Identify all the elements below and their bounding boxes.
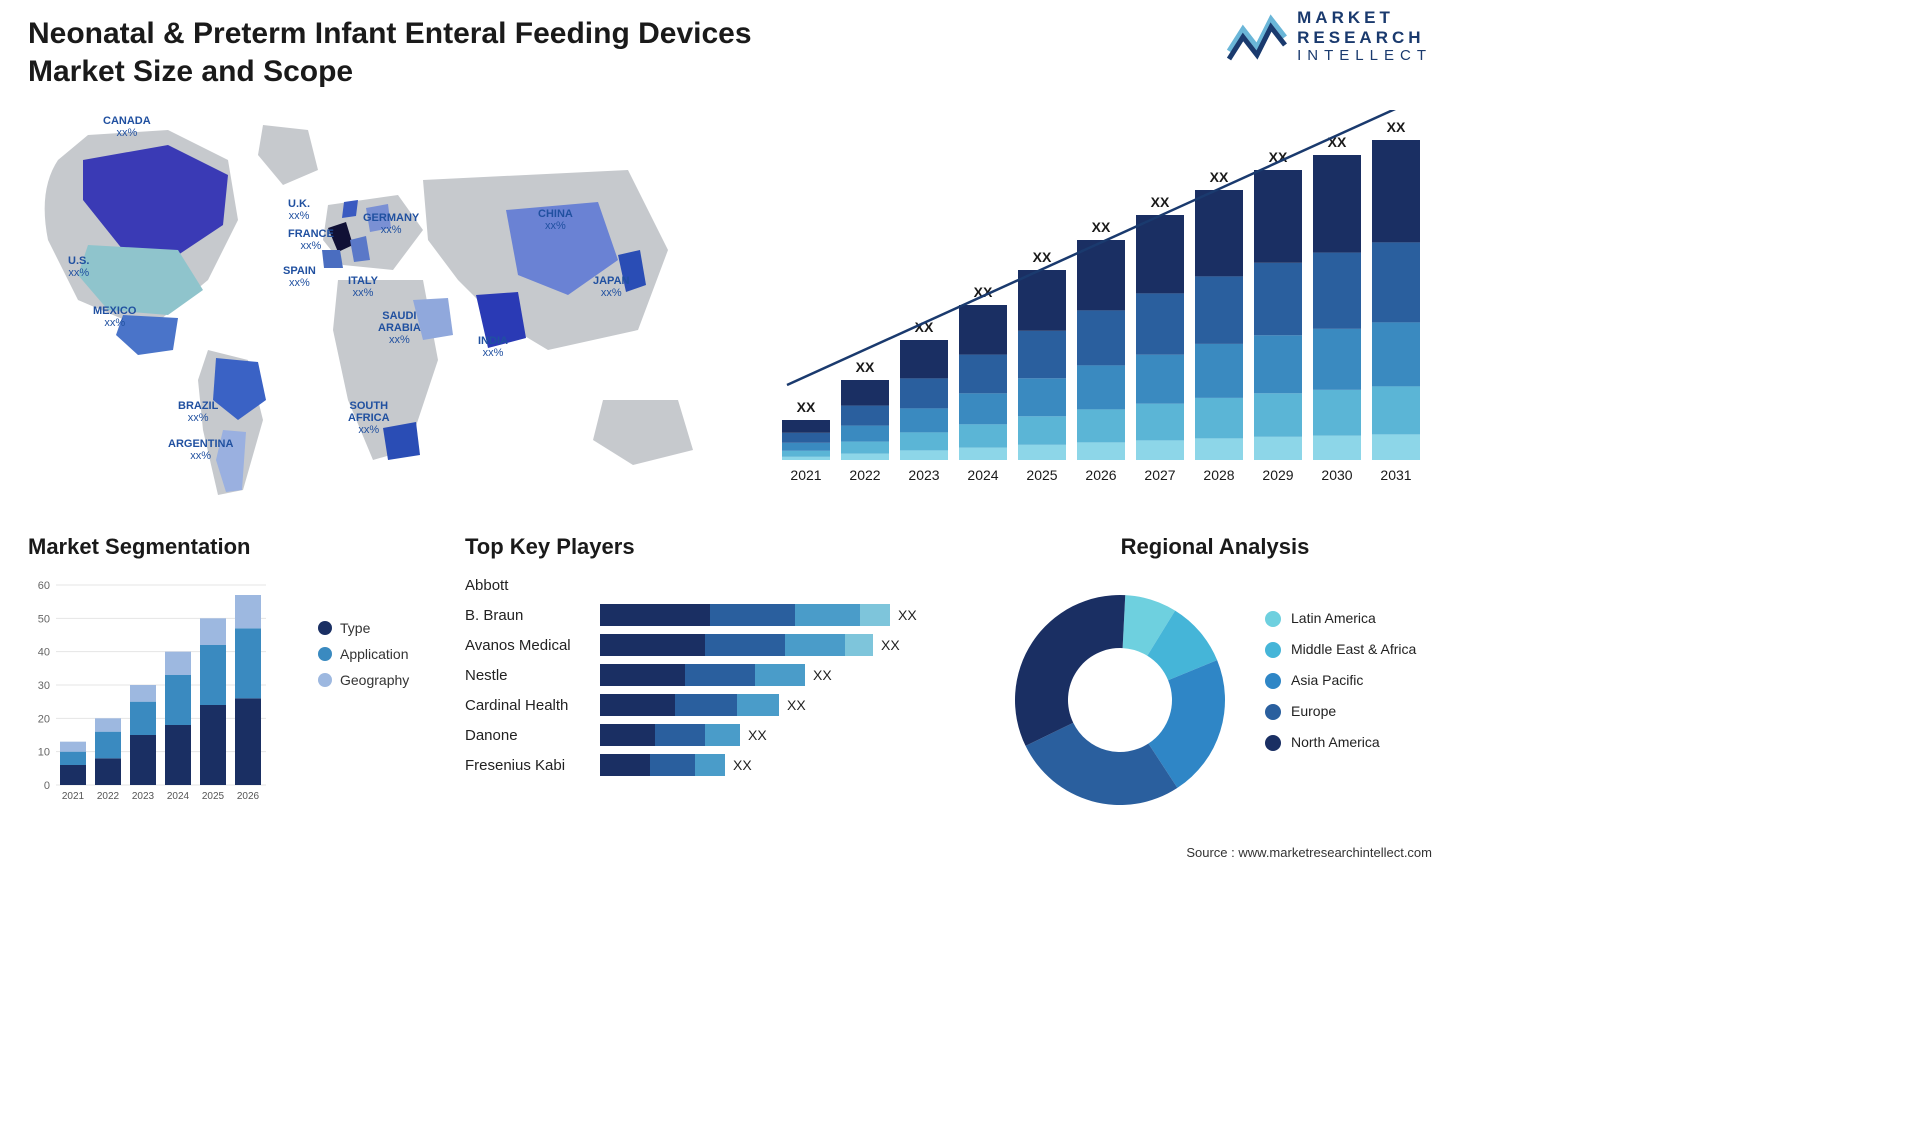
regional-section: Regional Analysis Latin America Middle Ea… bbox=[1000, 534, 1430, 830]
svg-text:2021: 2021 bbox=[790, 467, 821, 483]
legend-item: Geography bbox=[318, 672, 409, 688]
svg-text:XX: XX bbox=[1151, 194, 1170, 210]
region-legend-item: North America bbox=[1265, 734, 1430, 751]
svg-text:2026: 2026 bbox=[1085, 467, 1116, 483]
svg-text:XX: XX bbox=[1387, 119, 1406, 135]
player-row: B. Braun XX bbox=[465, 600, 965, 630]
segmentation-title: Market Segmentation bbox=[28, 534, 428, 560]
player-value: XX bbox=[881, 637, 900, 653]
map-label: BRAZILxx% bbox=[178, 400, 218, 424]
player-value: XX bbox=[748, 727, 767, 743]
logo-line3: INTELLECT bbox=[1297, 47, 1432, 64]
player-name: Fresenius Kabi bbox=[465, 757, 600, 774]
map-label: CANADAxx% bbox=[103, 115, 151, 139]
region-legend-item: Asia Pacific bbox=[1265, 672, 1430, 689]
logo-line1: MARKET bbox=[1297, 8, 1432, 28]
player-value: XX bbox=[898, 607, 917, 623]
logo-icon bbox=[1227, 9, 1287, 63]
player-row: Avanos Medical XX bbox=[465, 630, 965, 660]
svg-text:XX: XX bbox=[856, 359, 875, 375]
player-row: Fresenius Kabi XX bbox=[465, 750, 965, 780]
player-name: Abbott bbox=[465, 577, 600, 594]
legend-item: Type bbox=[318, 620, 409, 636]
svg-text:2028: 2028 bbox=[1203, 467, 1234, 483]
svg-text:0: 0 bbox=[44, 780, 50, 792]
svg-text:XX: XX bbox=[1210, 169, 1229, 185]
svg-text:30: 30 bbox=[38, 680, 50, 692]
player-name: B. Braun bbox=[465, 607, 600, 624]
region-legend-item: Middle East & Africa bbox=[1265, 641, 1430, 658]
svg-text:20: 20 bbox=[38, 713, 50, 725]
region-legend-item: Latin America bbox=[1265, 610, 1430, 627]
brand-logo: MARKET RESEARCH INTELLECT bbox=[1227, 8, 1432, 64]
svg-text:50: 50 bbox=[38, 613, 50, 625]
map-label: SOUTHAFRICAxx% bbox=[348, 400, 390, 436]
player-row: Nestle XX bbox=[465, 660, 965, 690]
svg-text:2022: 2022 bbox=[97, 791, 120, 802]
map-label: U.K.xx% bbox=[288, 198, 310, 222]
svg-text:2021: 2021 bbox=[62, 791, 85, 802]
svg-text:2024: 2024 bbox=[967, 467, 998, 483]
map-label: FRANCExx% bbox=[288, 228, 334, 252]
map-label: GERMANYxx% bbox=[363, 212, 419, 236]
player-name: Avanos Medical bbox=[465, 637, 600, 654]
main-growth-chart: XX 2021 XX 2022 XX 2023 XX 2024 XX 2025 XX 2026 XX 20… bbox=[772, 110, 1432, 480]
map-label: CHINAxx% bbox=[538, 208, 573, 232]
svg-text:2024: 2024 bbox=[167, 791, 190, 802]
svg-text:2029: 2029 bbox=[1262, 467, 1293, 483]
map-label: SPAINxx% bbox=[283, 265, 316, 289]
region-legend-item: Europe bbox=[1265, 703, 1430, 720]
source-text: Source : www.marketresearchintellect.com bbox=[1186, 845, 1432, 860]
key-players-section: Top Key Players AbbottB. BraunXXAvanos M… bbox=[465, 534, 965, 780]
regional-title: Regional Analysis bbox=[1000, 534, 1430, 560]
player-row: Danone XX bbox=[465, 720, 965, 750]
world-map bbox=[28, 100, 728, 500]
players-title: Top Key Players bbox=[465, 534, 965, 560]
svg-text:10: 10 bbox=[38, 747, 50, 759]
player-value: XX bbox=[813, 667, 832, 683]
logo-line2: RESEARCH bbox=[1297, 28, 1432, 48]
svg-text:2027: 2027 bbox=[1144, 467, 1175, 483]
svg-text:2023: 2023 bbox=[908, 467, 939, 483]
svg-text:2022: 2022 bbox=[849, 467, 880, 483]
segmentation-section: Market Segmentation 0 10 20 30 40 50 60 2021 202… bbox=[28, 534, 428, 818]
svg-text:XX: XX bbox=[1092, 219, 1111, 235]
svg-text:2025: 2025 bbox=[202, 791, 225, 802]
player-row: Abbott bbox=[465, 570, 965, 600]
svg-text:2023: 2023 bbox=[132, 791, 155, 802]
map-label: U.S.xx% bbox=[68, 255, 89, 279]
svg-text:2026: 2026 bbox=[237, 791, 260, 802]
map-label: ARGENTINAxx% bbox=[168, 438, 233, 462]
player-name: Cardinal Health bbox=[465, 697, 600, 714]
map-label: ITALYxx% bbox=[348, 275, 378, 299]
player-name: Danone bbox=[465, 727, 600, 744]
map-label: INDIAxx% bbox=[478, 335, 508, 359]
player-name: Nestle bbox=[465, 667, 600, 684]
svg-text:60: 60 bbox=[38, 580, 50, 592]
svg-text:XX: XX bbox=[797, 399, 816, 415]
page-title: Neonatal & Preterm Infant Enteral Feedin… bbox=[28, 15, 788, 90]
map-label: SAUDIARABIAxx% bbox=[378, 310, 421, 346]
world-map-section: CANADAxx% U.S.xx% MEXICOxx% BRAZILxx% ARGENT… bbox=[28, 100, 728, 500]
svg-text:2030: 2030 bbox=[1321, 467, 1352, 483]
player-row: Cardinal Health XX bbox=[465, 690, 965, 720]
svg-text:2031: 2031 bbox=[1380, 467, 1411, 483]
map-label: JAPANxx% bbox=[593, 275, 629, 299]
svg-text:2025: 2025 bbox=[1026, 467, 1057, 483]
svg-text:40: 40 bbox=[38, 647, 50, 659]
svg-text:XX: XX bbox=[1033, 249, 1052, 265]
player-value: XX bbox=[787, 697, 806, 713]
map-label: MEXICOxx% bbox=[93, 305, 136, 329]
player-value: XX bbox=[733, 757, 752, 773]
legend-item: Application bbox=[318, 646, 409, 662]
